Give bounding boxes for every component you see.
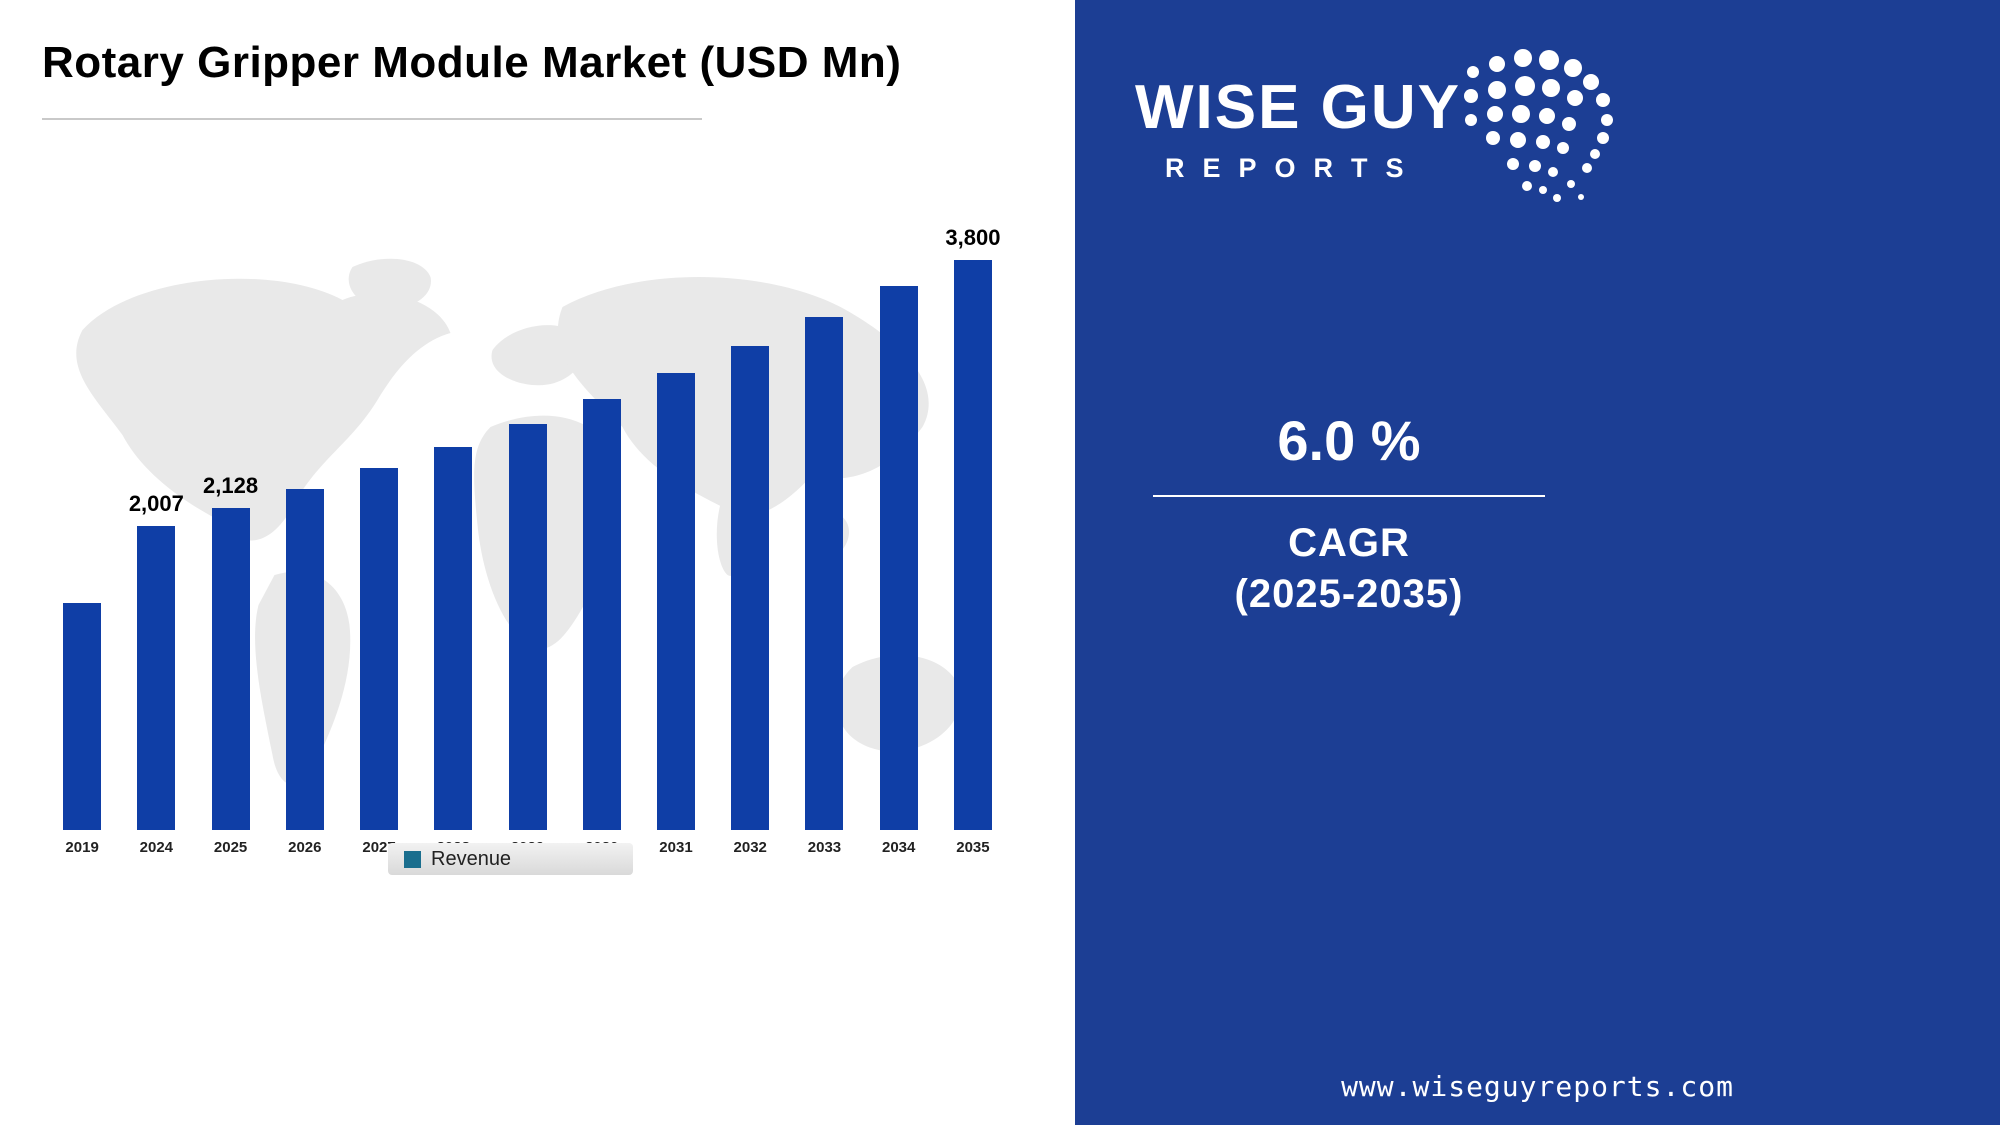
bar-slot: 2031 <box>639 225 713 855</box>
revenue-bar[interactable] <box>582 399 621 830</box>
website-url[interactable]: www.wiseguyreports.com <box>1341 1070 1734 1103</box>
bar-slot: 2027 <box>342 225 416 855</box>
chart-panel: Rotary Gripper Module Market (USD Mn) <box>42 38 1010 875</box>
x-axis-label: 2019 <box>65 839 99 856</box>
revenue-bar[interactable] <box>731 346 770 830</box>
bar-slot: 2019 <box>45 225 119 855</box>
bar-value-label: 2,128 <box>203 473 259 498</box>
x-axis-label: 2026 <box>288 839 322 856</box>
bar-slot: 2030 <box>565 225 639 855</box>
bar-slot: 2029 <box>490 225 564 855</box>
revenue-bar[interactable] <box>285 489 324 830</box>
cagr-divider <box>1153 495 1545 497</box>
bar-slot: 2,007 2024 <box>119 225 193 855</box>
x-axis-label: 2034 <box>882 839 916 856</box>
revenue-bar[interactable] <box>508 424 547 830</box>
bar-value-label: 3,800 <box>945 225 1001 250</box>
x-axis-label: 2033 <box>807 839 842 856</box>
page-title: Rotary Gripper Module Market (USD Mn) <box>42 38 902 87</box>
bar-slot: 2026 <box>268 225 342 855</box>
revenue-bar[interactable] <box>211 508 250 830</box>
cagr-range-label: (2025-2035) <box>1234 572 1464 616</box>
title-divider <box>42 118 702 120</box>
revenue-bar[interactable] <box>137 526 176 830</box>
revenue-bar[interactable] <box>879 286 918 830</box>
logo-text-wise-guy: WISE GUY <box>1135 73 1462 142</box>
x-axis-label: 2025 <box>213 839 248 856</box>
dotted-head-icon <box>1464 49 1613 202</box>
cagr-label: CAGR <box>1288 521 1410 565</box>
legend-swatch <box>404 850 421 868</box>
bar-slot: 2,128 2025 <box>193 225 267 855</box>
logo-text-reports: REPORTS <box>1165 153 1422 183</box>
revenue-bar[interactable] <box>63 603 102 830</box>
chart-legend[interactable]: Revenue <box>388 843 633 875</box>
bar-slot: 2034 <box>862 225 936 855</box>
bar-slot: 2033 <box>787 225 861 855</box>
cagr-value: 6.0 % <box>1277 409 1421 472</box>
cagr-block: 6.0 % CAGR (2025-2035) <box>1153 408 1545 617</box>
bar-slot: 2032 <box>713 225 787 855</box>
x-axis-label: 2035 <box>956 839 990 856</box>
bar-chart: 20192,00720242,1282025202620272028202920… <box>45 225 1010 855</box>
brand-panel: WISE GUY REPORTS <box>1075 0 2000 1125</box>
revenue-bar[interactable] <box>656 373 695 830</box>
revenue-bar[interactable] <box>953 260 992 830</box>
x-axis-label: 2024 <box>139 839 174 856</box>
revenue-bar[interactable] <box>805 317 844 830</box>
legend-label: Revenue <box>431 847 512 870</box>
revenue-bar[interactable] <box>434 447 473 830</box>
bar-slot: 3,800 2035 <box>936 225 1010 855</box>
revenue-bar[interactable] <box>360 468 399 830</box>
x-axis-label: 2027 <box>362 839 396 856</box>
bar-value-label: 2,007 <box>128 491 184 516</box>
bar-slot: 2028 <box>416 225 490 855</box>
wise-guy-logo: WISE GUY REPORTS <box>1135 49 1655 202</box>
x-axis-label: 2031 <box>659 839 693 856</box>
x-axis-label: 2032 <box>733 839 767 856</box>
